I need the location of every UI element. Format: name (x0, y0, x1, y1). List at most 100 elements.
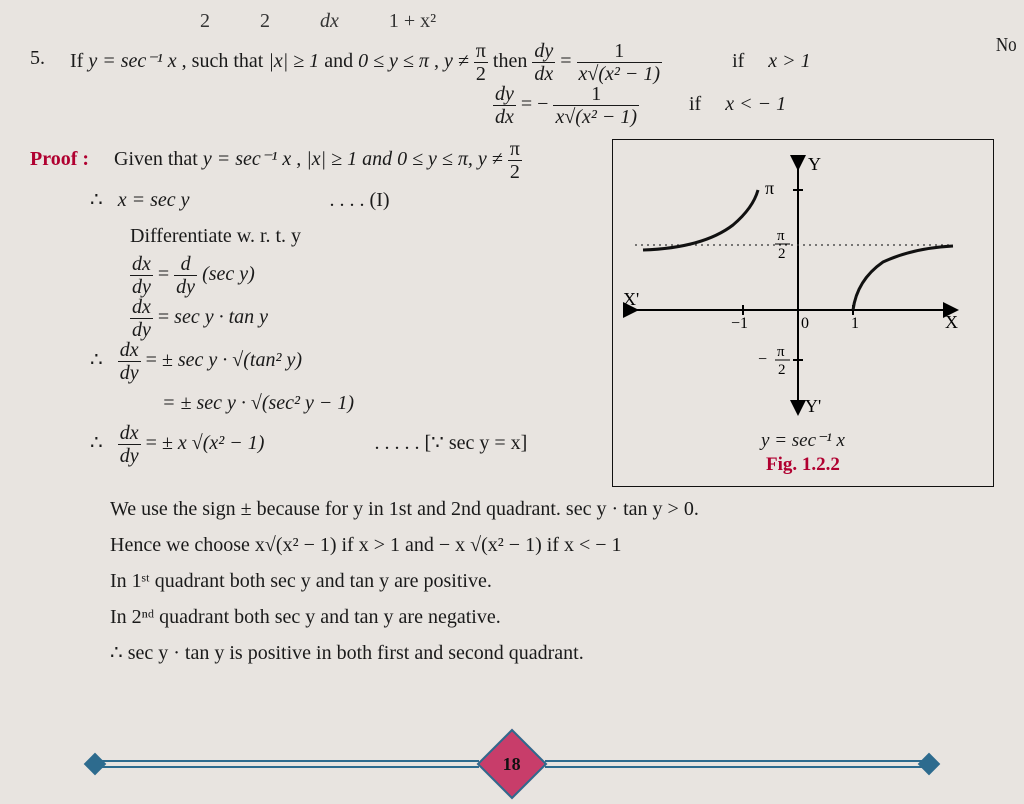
if1: if (732, 50, 744, 72)
dx1: dx (130, 254, 153, 275)
q-such: , such that (182, 50, 269, 72)
dy1: dy (130, 275, 153, 297)
secy-paren: (sec y) (202, 263, 255, 285)
svg-text:2: 2 (778, 362, 786, 378)
eq-d4: = (146, 432, 162, 454)
diff-text: Differentiate w. r. t. y (130, 225, 301, 247)
dx2: dx (493, 105, 516, 127)
pm-x-root: ± x √(x² − 1) (162, 432, 265, 454)
dxdy3: dx dy (118, 340, 141, 383)
xsecy: x = sec y (118, 189, 190, 211)
dy2b: dy (130, 318, 153, 340)
eq-d3: = (146, 349, 162, 371)
svg-text:π: π (777, 344, 785, 360)
xgt1: x > 1 (768, 50, 810, 72)
pi-den: 2 (474, 62, 488, 84)
figure-box: Y X X' Y' π π 2 − π 2 −1 0 1 y = sec⁻¹ x… (612, 139, 994, 487)
q-comma: , (434, 50, 444, 72)
dxdy2: dx dy (130, 297, 153, 340)
one1: 1 (612, 41, 626, 62)
q-pi-over-2: π 2 (474, 41, 488, 84)
dxdy1: dx dy (130, 254, 153, 297)
proof-deriv-5: ∴ dx dy = ± x √(x² − 1) . . . . . [∵ sec… (30, 423, 592, 466)
hence-text: Hence we choose x√(x² − 1) if x > 1 and … (110, 534, 622, 556)
footer-diamond-right (918, 753, 941, 776)
xroot2: x√(x² − 1) (553, 105, 639, 127)
dxdy4: dx dy (118, 423, 141, 466)
eq-d1: = (158, 263, 174, 285)
proof-line-given: Proof : Given that y = sec⁻¹ x , |x| ≥ 1… (30, 139, 592, 182)
pi-num: π (474, 41, 488, 62)
svg-text:2: 2 (778, 246, 786, 262)
proof-label: Proof : (30, 148, 110, 171)
xroot1: x√(x² − 1) (577, 62, 663, 84)
if2: if (689, 93, 701, 115)
ddy-n: d (179, 254, 193, 275)
proof-deriv-1: dx dy = d dy (sec y) (30, 254, 592, 297)
therefore3: ∴ (90, 432, 103, 454)
ddy: d dy (174, 254, 197, 297)
q-and: and (324, 50, 358, 72)
frac1: 1 x√(x² − 1) (577, 41, 663, 84)
eq1: = (560, 50, 576, 72)
eq-d2: = (158, 306, 174, 328)
q-cond2: 0 ≤ y ≤ π (358, 50, 429, 72)
figure-caption: Fig. 1.2.2 (623, 454, 983, 476)
frac2: 1 x√(x² − 1) (553, 84, 639, 127)
proof-pi2: π 2 (508, 139, 522, 182)
cutoff-fragment: 2 2 dx 1 + x² (30, 10, 994, 33)
edge-fragment: No (995, 34, 1016, 57)
proof-pi2d: 2 (508, 160, 522, 182)
proof-q2-line: In 2ⁿᵈ quadrant both sec y and tan y are… (30, 599, 994, 635)
dy2: dy (493, 84, 516, 105)
q-prefix: If (70, 50, 88, 72)
dy-dx-2: dy dx (493, 84, 516, 127)
proof-deriv-2: dx dy = sec y · tan y (30, 297, 592, 340)
ddy-d: dy (174, 275, 197, 297)
question-number: 5. (30, 41, 70, 70)
proof-pi2n: π (508, 139, 522, 160)
one2: 1 (589, 84, 603, 105)
page-footer: 18 (91, 739, 933, 789)
proof-diff: Differentiate w. r. t. y (30, 218, 592, 254)
svg-text:−1: −1 (731, 315, 748, 332)
pm-root-tan2: ± sec y · √(tan² y) (162, 349, 302, 371)
axis-yp-label: Y' (805, 396, 821, 416)
question-text: If y = sec⁻¹ x , such that |x| ≥ 1 and 0… (70, 41, 811, 127)
footer-page-badge: 18 (477, 729, 548, 800)
neg-eq: = − (521, 93, 554, 115)
dx2b: dx (130, 297, 153, 318)
dx4: dx (118, 423, 141, 444)
dy4: dy (118, 444, 141, 466)
proof-deriv-4: = ± sec y · √(sec² y − 1) (30, 383, 592, 423)
proof-xsecy: ∴ x = sec y . . . . (I) (30, 182, 592, 218)
proof-final-line: ∴ sec y · tan y is positive in both firs… (30, 635, 994, 671)
therefore1: ∴ (90, 189, 103, 211)
figure-title: y = sec⁻¹ x (623, 429, 983, 452)
bracket-secyx: . . . . . [∵ sec y = x] (374, 432, 527, 454)
dy-dx-1: dy dx (532, 41, 555, 84)
dx3: dx (118, 340, 141, 361)
dx: dx (532, 62, 555, 84)
q-cond1: |x| ≥ 1 (268, 50, 319, 72)
dy3: dy (118, 361, 141, 383)
svg-text:0: 0 (801, 315, 809, 332)
svg-text:π: π (765, 178, 774, 198)
q-then: then (493, 50, 532, 72)
cutoff-b: 2 (260, 10, 270, 33)
footer-diamond-left (84, 753, 107, 776)
proof-hence-line: Hence we choose x√(x² − 1) if x > 1 and … (30, 527, 994, 563)
dots-i: . . . . (I) (330, 189, 390, 211)
page-number: 18 (503, 754, 521, 775)
proof-q1-line: In 1ˢᵗ quadrant both sec y and tan y are… (30, 563, 994, 599)
arcsec-graph: Y X X' Y' π π 2 − π 2 −1 0 1 (623, 150, 963, 420)
cutoff-d: 1 + x² (389, 10, 436, 33)
proof-deriv-3: ∴ dx dy = ± sec y · √(tan² y) (30, 340, 592, 383)
q-yeq: y = sec⁻¹ x (88, 50, 176, 72)
pm-root-sec2m1: = ± sec y · √(sec² y − 1) (162, 392, 354, 414)
proof-sign-line: We use the sign ± because for y in 1st a… (30, 491, 994, 527)
secytany: sec y · tan y (174, 306, 268, 328)
axis-x-label: X (945, 312, 958, 332)
proof-yeq: y = sec⁻¹ x (203, 148, 291, 170)
svg-text:1: 1 (851, 315, 859, 332)
